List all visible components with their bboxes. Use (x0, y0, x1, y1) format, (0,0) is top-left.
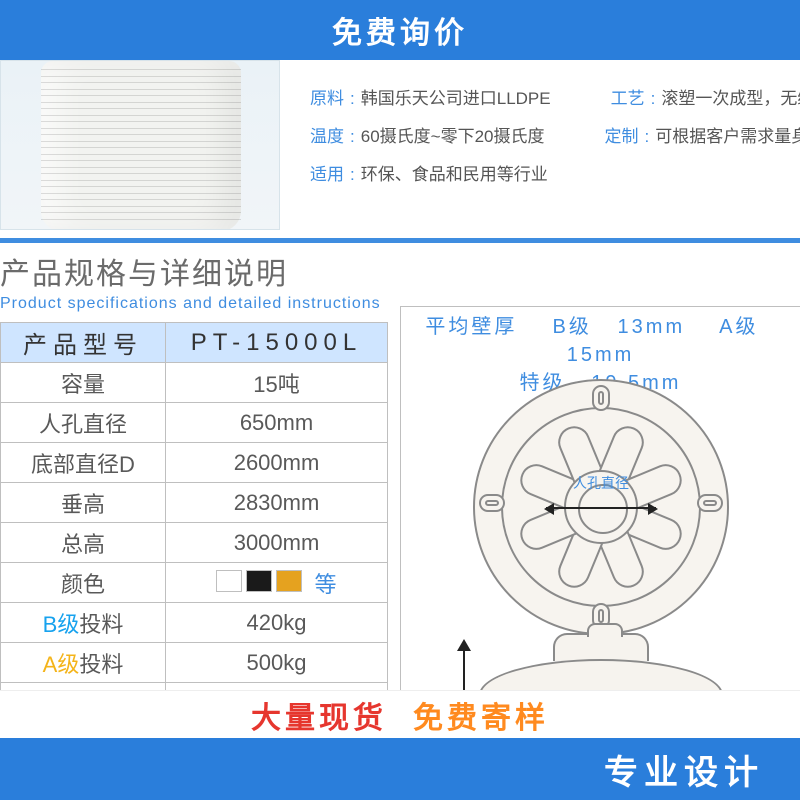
thk-b-val: 13mm (618, 316, 686, 338)
promo-stock: 大量现货 (251, 693, 387, 737)
spec-value: 2600mm (166, 443, 388, 483)
footer-text: 专业设计 (604, 745, 764, 794)
spec-label: 底部直径D (1, 443, 166, 483)
spec-head-value: PT-15000L (166, 323, 388, 363)
product-image (0, 60, 280, 230)
spec-label: 容量 (1, 363, 166, 403)
spec-value: 3000mm (166, 523, 388, 563)
swatch (246, 570, 272, 592)
manhole-label: 人孔直径 (573, 473, 629, 493)
thk-b-label: B级 (553, 316, 592, 338)
spec-label: 人孔直径 (1, 403, 166, 443)
promo-banner: 大量现货 免费寄样 (0, 690, 800, 738)
manhole-arrow (546, 507, 656, 509)
spec-value: 420kg (166, 603, 388, 643)
spec-table: 产品型号 PT-15000L 容量15吨人孔直径650mm底部直径D2600mm… (0, 322, 388, 723)
attr-value: 滚塑一次成型，无缝无焊 (661, 80, 800, 118)
price-inquiry-label: 免费询价 (332, 8, 468, 52)
section-title-cn: 产品规格与详细说明 (0, 249, 800, 293)
spec-head-label: 产品型号 (1, 323, 166, 363)
attr-key: 定制 (604, 118, 638, 156)
swatch (216, 570, 242, 592)
attr-item: 适用:环保、食品和民用等行业 (310, 156, 548, 194)
swatch (276, 570, 302, 592)
footer-banner: 专业设计 (0, 738, 800, 800)
spec-label: B级投料 (1, 603, 166, 643)
spec-label: 颜色 (1, 563, 166, 603)
attributes-block: 原料:韩国乐天公司进口LLDPE 工艺:滚塑一次成型，无缝无焊温度:60摄氏度~零… (310, 80, 800, 194)
diagram-panel: 平均壁厚 B级 13mm A级 15mm 特级 19.5mm 人孔直径 (400, 306, 800, 736)
section-bar (0, 238, 800, 243)
spec-value: 650mm (166, 403, 388, 443)
promo-sample: 免费寄样 (413, 693, 549, 737)
thk-prefix: 平均壁厚 (425, 316, 517, 338)
thk-a-label: A级 (719, 316, 758, 338)
attr-key: 原料 (310, 80, 344, 118)
spec-label: 垂高 (1, 483, 166, 523)
price-inquiry-bar[interactable]: 免费询价 (0, 0, 800, 60)
color-swatches: 等 (166, 563, 388, 603)
attr-key: 适用 (310, 156, 344, 194)
attr-value: 60摄氏度~零下20摄氏度 (361, 118, 545, 156)
spec-value: 500kg (166, 643, 388, 683)
spec-value: 15吨 (166, 363, 388, 403)
attr-value: 可根据客户需求量身定制 (655, 118, 800, 156)
tank-photo (41, 60, 241, 230)
attr-item: 原料:韩国乐天公司进口LLDPE (310, 80, 551, 118)
attr-value: 环保、食品和民用等行业 (361, 156, 548, 194)
spec-label: A级投料 (1, 643, 166, 683)
attr-item: 温度:60摄氏度~零下20摄氏度 (310, 118, 544, 156)
attr-item: 工艺:滚塑一次成型，无缝无焊 (611, 80, 800, 118)
thk-a-val: 15mm (567, 344, 635, 366)
attr-value: 韩国乐天公司进口LLDPE (361, 80, 551, 118)
tank-top-view: 人孔直径 (473, 379, 729, 635)
attr-key: 温度 (310, 118, 344, 156)
spec-value: 2830mm (166, 483, 388, 523)
spec-label: 总高 (1, 523, 166, 563)
page-root: 免费询价 原料:韩国乐天公司进口LLDPE 工艺:滚塑一次成型，无缝无焊温度:60… (0, 0, 800, 800)
attr-item: 定制:可根据客户需求量身定制 (604, 118, 800, 156)
attr-key: 工艺 (611, 80, 645, 118)
